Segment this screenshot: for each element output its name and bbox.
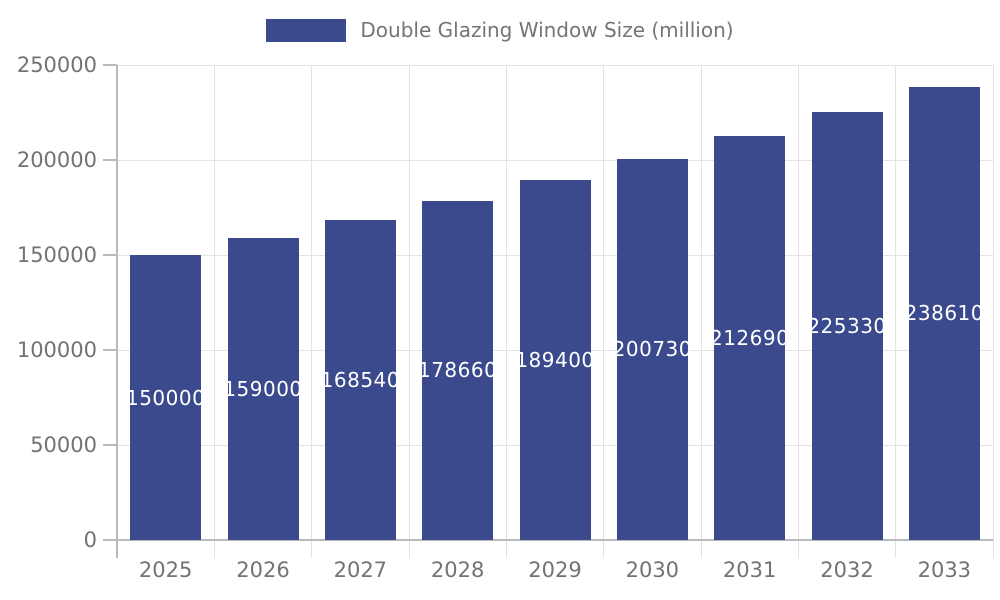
x-tick-label: 2025 — [138, 558, 193, 582]
x-tick-label: 2028 — [430, 558, 485, 582]
y-tick-mark — [103, 349, 117, 351]
x-gridline — [700, 65, 702, 558]
bar — [908, 86, 980, 540]
x-gridline — [992, 65, 994, 558]
x-tick-label: 2026 — [236, 558, 290, 582]
legend-label: Double Glazing Window Size (million) — [360, 18, 734, 42]
y-gridline — [117, 64, 993, 66]
bar — [227, 237, 299, 540]
x-tick-label: 2027 — [333, 558, 388, 582]
bar — [422, 200, 494, 540]
bar-value-label: 200730 — [612, 337, 692, 362]
legend-swatch — [266, 18, 347, 42]
y-tick-label: 250000 — [16, 53, 97, 77]
bar — [811, 111, 883, 540]
bar — [130, 255, 202, 540]
y-tick-label: 100000 — [16, 338, 97, 362]
x-gridline — [311, 65, 313, 558]
bar-value-label: 189400 — [515, 348, 595, 373]
y-gridline — [117, 159, 993, 161]
x-tick-label: 2032 — [820, 558, 874, 582]
y-tick-mark — [103, 444, 117, 446]
bar-value-label: 212690 — [709, 325, 790, 350]
x-tick-label: 2030 — [625, 558, 680, 582]
x-tick-label: 2031 — [722, 558, 777, 582]
x-tick-label: 2029 — [528, 558, 582, 582]
bar — [519, 180, 591, 540]
bar-value-label: 178660 — [417, 358, 498, 383]
y-tick-label: 0 — [83, 528, 97, 552]
x-axis-line — [103, 539, 993, 541]
bar-value-label: 238610 — [904, 301, 984, 326]
y-axis-line — [116, 65, 118, 558]
x-tick-label: 2033 — [917, 558, 972, 582]
x-gridline — [603, 65, 605, 558]
x-gridline — [408, 65, 410, 558]
y-tick-label: 150000 — [16, 243, 97, 267]
x-gridline — [213, 65, 215, 558]
y-tick-label: 200000 — [16, 148, 97, 172]
y-tick-mark — [103, 159, 117, 161]
bar — [324, 219, 396, 540]
bar — [714, 135, 786, 540]
x-gridline — [797, 65, 799, 558]
chart-legend: Double Glazing Window Size (million) — [0, 18, 1000, 42]
bar-value-label: 159000 — [223, 376, 303, 401]
bar-value-label: 168540 — [320, 367, 400, 392]
x-gridline — [505, 65, 507, 558]
y-tick-label: 50000 — [30, 433, 97, 457]
y-tick-mark — [103, 64, 117, 66]
bar — [616, 158, 688, 540]
bar-value-label: 150000 — [125, 385, 206, 410]
x-gridline — [895, 65, 897, 558]
bar-value-label: 225330 — [807, 313, 887, 338]
y-tick-mark — [103, 254, 117, 256]
